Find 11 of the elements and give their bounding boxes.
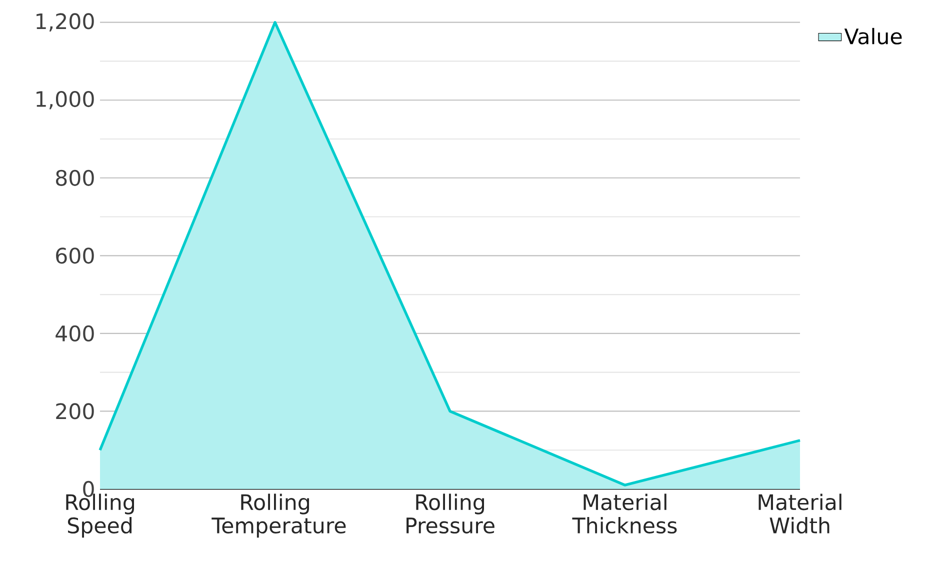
y-tick-label: 600 <box>56 248 94 264</box>
x-tick-label: Rolling Temperature <box>212 494 346 538</box>
x-tick-label: Rolling Pressure <box>406 494 494 534</box>
legend-label: Value <box>844 28 902 44</box>
y-tick-label: 200 <box>56 403 94 420</box>
y-tick-label: 1,200 <box>36 13 94 32</box>
x-tick-label: Material Width <box>758 494 842 534</box>
y-tick-label: 800 <box>56 170 94 186</box>
x-tick-label: Material Thickness <box>572 494 677 534</box>
y-tick-label: 400 <box>56 325 94 342</box>
y-tick-label: 1,000 <box>36 90 94 110</box>
